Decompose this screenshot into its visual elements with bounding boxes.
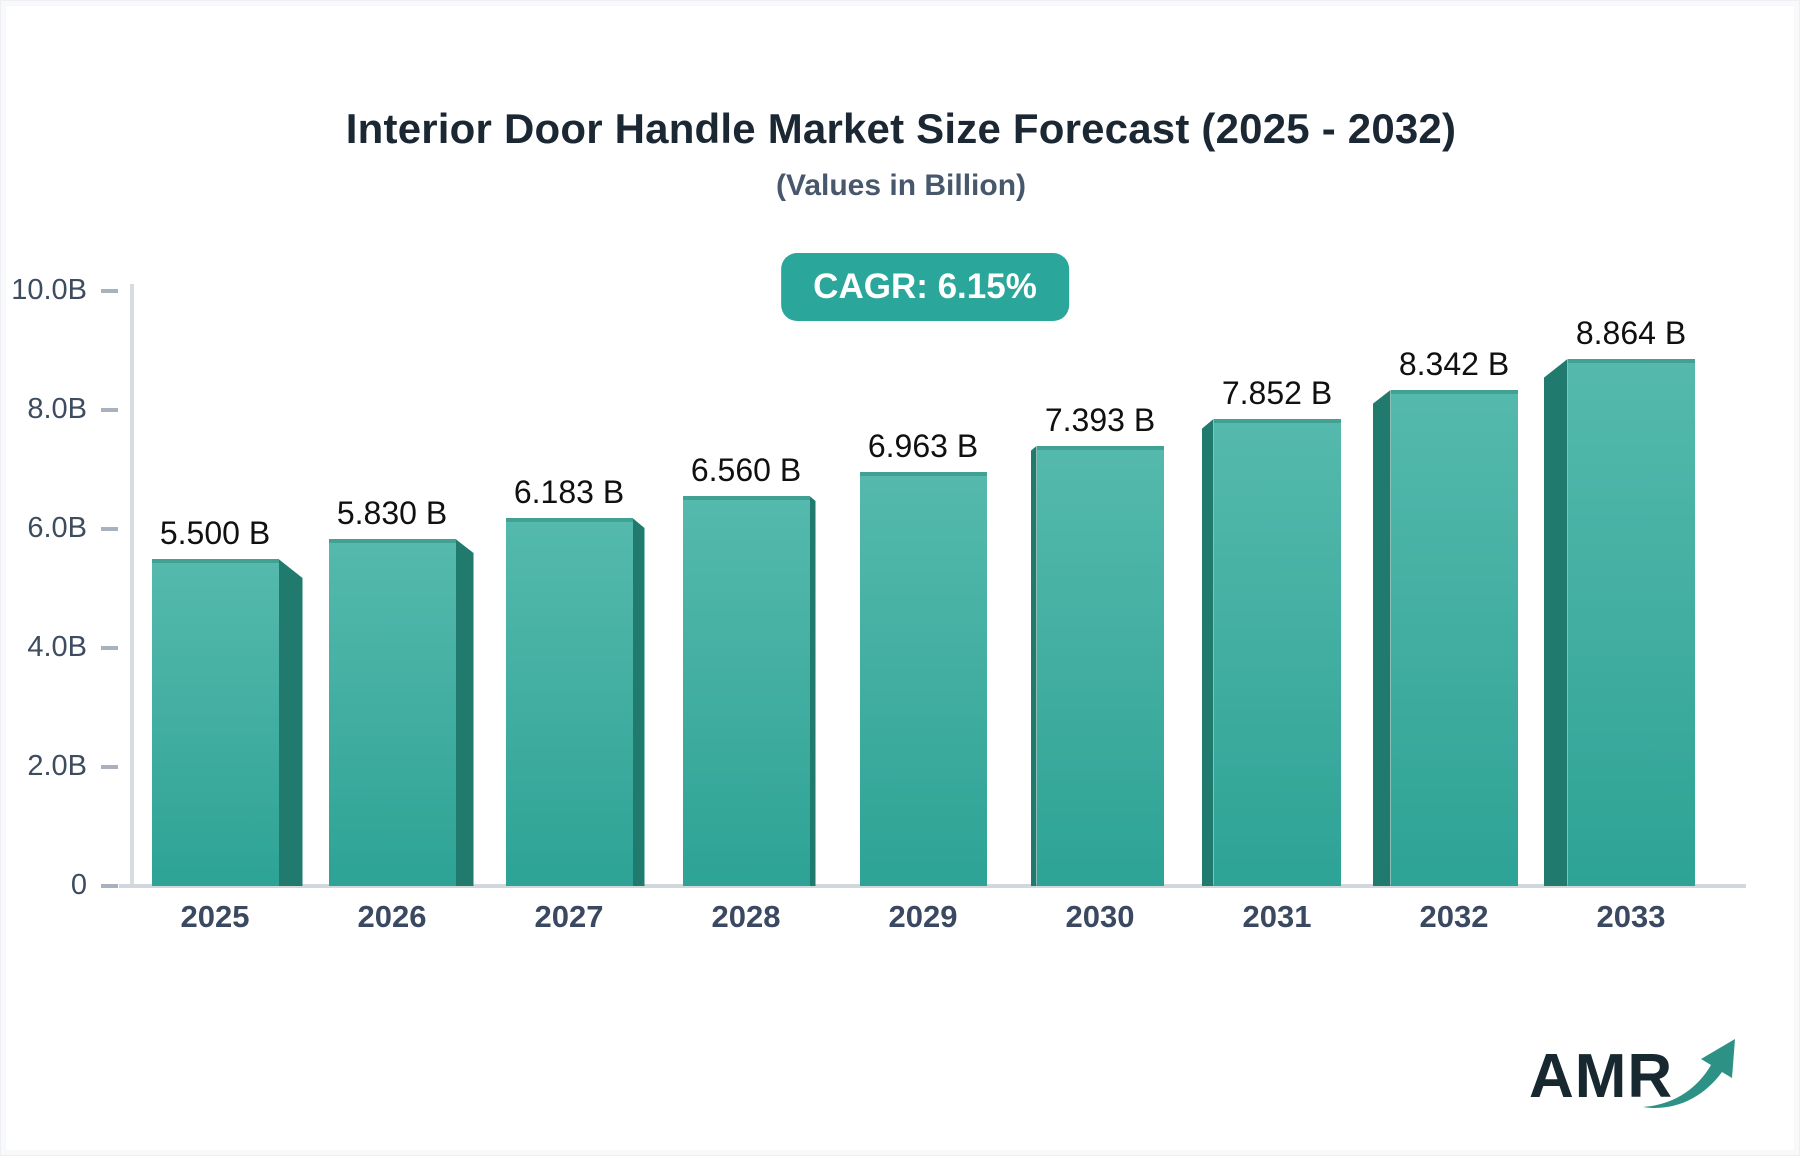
x-axis-label-2026: 2026 <box>357 899 427 934</box>
y-axis-label-4.0B: 4.0B <box>27 631 87 663</box>
bar-2030[interactable]: 7.393 B <box>1030 402 1164 886</box>
x-axis-label-2025: 2025 <box>180 899 250 934</box>
bar-side-2025 <box>278 559 303 886</box>
y-axis-label-10.0B: 10.0B <box>11 274 87 306</box>
x-axis-label-2029: 2029 <box>888 899 958 934</box>
x-axis-label-2030: 2030 <box>1065 899 1135 934</box>
bar-face-2026 <box>328 539 456 886</box>
bar-2033[interactable]: 8.864 B <box>1543 315 1695 886</box>
y-axis-line <box>130 284 134 888</box>
bar-side-2028 <box>809 496 816 886</box>
bar-face-2028 <box>682 496 810 886</box>
bar-side-2032 <box>1372 390 1391 886</box>
bar-2031[interactable]: 7.852 B <box>1201 375 1341 886</box>
bar-face-2030 <box>1036 446 1164 886</box>
amr-logo-text: AMR <box>1529 1042 1674 1111</box>
bar-value-label-2033: 8.864 B <box>1575 315 1687 351</box>
bar-value-label-2031: 7.852 B <box>1221 375 1333 411</box>
x-axis-label-2027: 2027 <box>534 899 604 934</box>
bar-side-2030 <box>1030 446 1037 886</box>
bar-face-2032 <box>1390 390 1518 886</box>
y-axis-label-8.0B: 8.0B <box>27 393 87 425</box>
y-tick-6.0B <box>101 527 118 531</box>
bar-value-label-2025: 5.500 B <box>159 515 271 551</box>
y-tick-10.0B <box>101 289 118 293</box>
y-tick-2.0B <box>101 765 118 769</box>
bar-2027[interactable]: 6.183 B <box>505 474 645 886</box>
bar-face-2029 <box>859 472 987 886</box>
bar-side-2027 <box>632 518 645 886</box>
bar-2032[interactable]: 8.342 B <box>1372 346 1518 886</box>
x-axis-label-2031: 2031 <box>1242 899 1312 934</box>
bar-face-2031 <box>1213 419 1341 886</box>
amr-logo: AMR <box>1529 1033 1735 1123</box>
chart-title: Interior Door Handle Market Size Forecas… <box>345 105 1457 152</box>
y-tick-8.0B <box>101 408 118 412</box>
x-axis-label-2032: 2032 <box>1419 899 1489 934</box>
cagr-badge: CAGR: 6.15% <box>781 253 1069 321</box>
chart-subtitle: (Values in Billion) <box>775 169 1027 202</box>
bar-value-label-2029: 6.963 B <box>867 428 979 464</box>
bar-value-label-2032: 8.342 B <box>1398 346 1510 382</box>
bar-2026[interactable]: 5.830 B <box>328 495 474 886</box>
y-axis-label-0: 0 <box>70 869 87 901</box>
bar-2029[interactable]: 6.963 B <box>859 428 987 886</box>
y-axis-label-6.0B: 6.0B <box>27 512 87 544</box>
y-axis-label-2.0B: 2.0B <box>27 750 87 782</box>
bar-face-2027 <box>505 518 633 886</box>
bar-face-2033 <box>1567 359 1695 886</box>
bar-side-2033 <box>1543 359 1568 886</box>
y-tick-0 <box>101 884 118 888</box>
x-axis-baseline <box>119 884 1746 888</box>
x-axis-label-2028: 2028 <box>711 899 781 934</box>
x-axis-label-2033: 2033 <box>1596 899 1666 934</box>
bar-face-2025 <box>151 559 279 886</box>
bar-side-2026 <box>455 539 474 886</box>
bar-value-label-2028: 6.560 B <box>690 452 802 488</box>
bar-side-2031 <box>1201 419 1214 886</box>
growth-arrow-icon <box>1643 1039 1735 1108</box>
bar-2025[interactable]: 5.500 B <box>151 515 303 886</box>
bar-2028[interactable]: 6.560 B <box>682 452 816 886</box>
bar-value-label-2030: 7.393 B <box>1044 402 1156 438</box>
y-tick-4.0B <box>101 646 118 650</box>
bar-value-label-2027: 6.183 B <box>513 474 625 510</box>
bar-value-label-2026: 5.830 B <box>336 495 448 531</box>
